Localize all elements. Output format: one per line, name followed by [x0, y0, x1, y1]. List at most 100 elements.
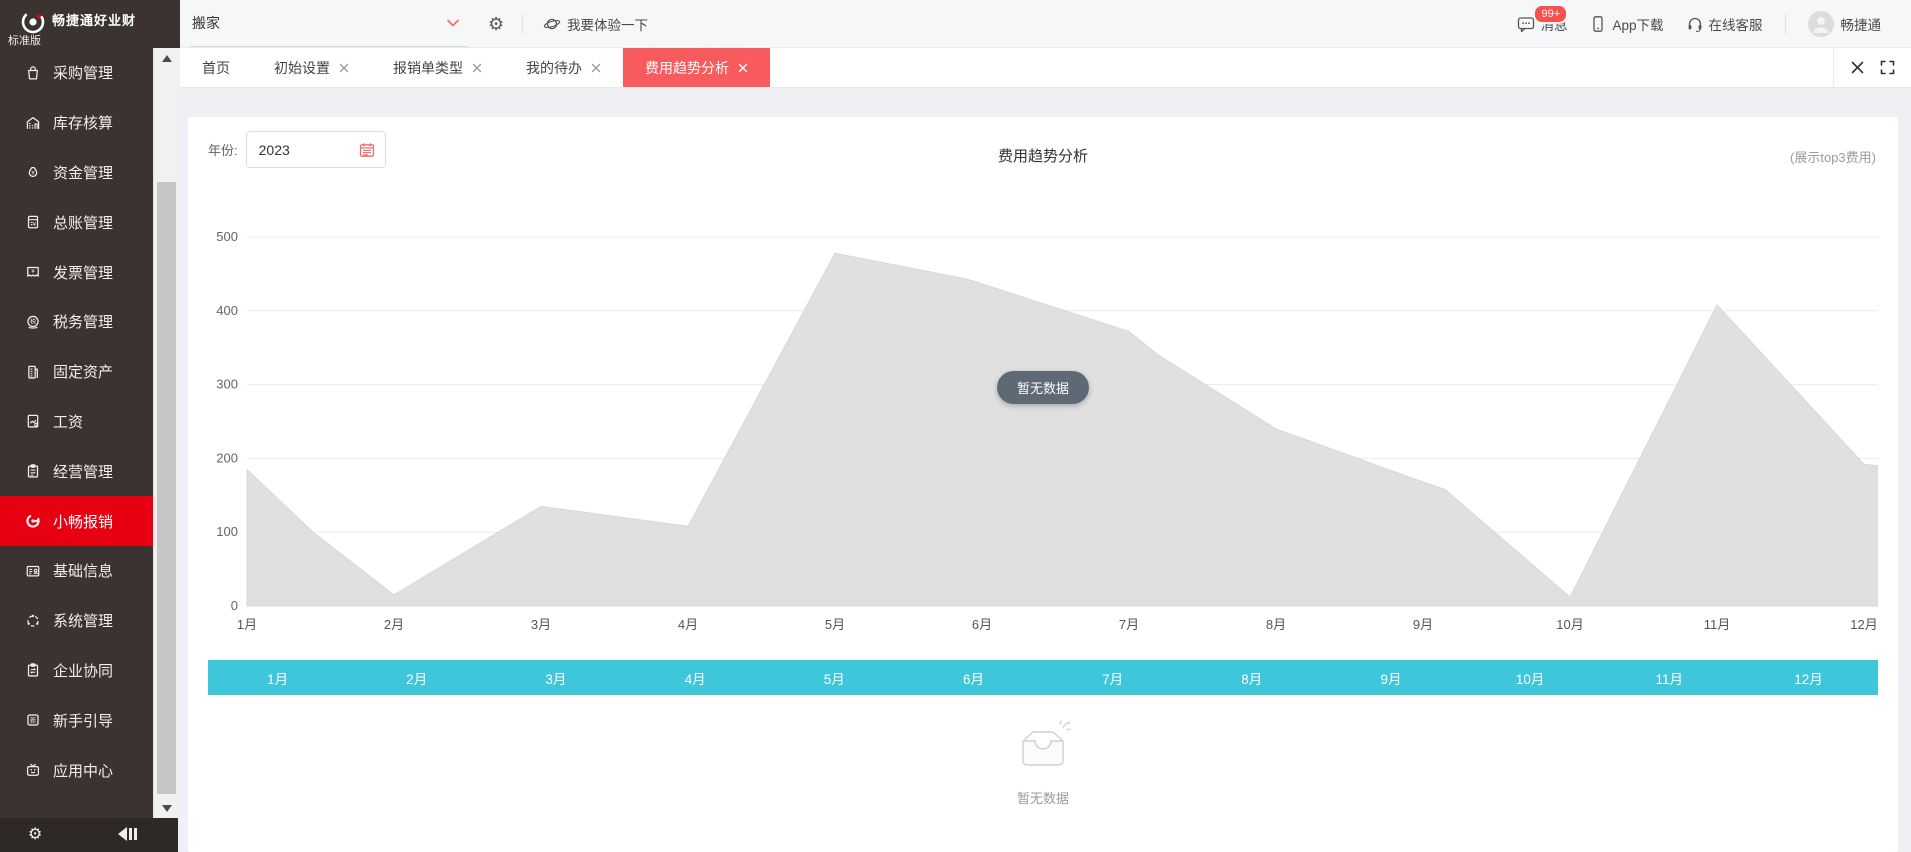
calendar-icon[interactable]	[359, 142, 375, 158]
tab-home[interactable]: 首页	[180, 48, 252, 87]
tab-label: 报销单类型	[393, 59, 463, 76]
sidebar-item-operations[interactable]: 经营管理	[0, 446, 153, 496]
fullscreen-icon[interactable]	[1880, 60, 1895, 75]
sidebar-item-salary[interactable]: 工资	[0, 397, 153, 447]
sidebar-item-system[interactable]: 系统管理	[0, 596, 153, 646]
tab-bar: 首页 初始设置 报销单类型 我的待办 费用趋势分析	[180, 48, 1911, 88]
brand-logo-icon	[18, 7, 48, 37]
expense-trend-chart: 0 100 200 300 400 500 1月 2月 3月 4月 5月 6月 7月 8月 9月 10月 11月…	[208, 205, 1878, 655]
tax-seal-icon: 税	[24, 313, 42, 331]
month-header-cell: 10月	[1460, 660, 1600, 695]
messages-badge: 99+	[1533, 3, 1569, 24]
app-download-button[interactable]: App下载	[1589, 14, 1664, 34]
messages-button[interactable]: 消息 99+	[1517, 3, 1569, 34]
svg-text:10月: 10月	[1556, 617, 1583, 632]
month-header-cell: 5月	[764, 660, 904, 695]
experience-button[interactable]: 我要体验一下	[543, 0, 648, 47]
empty-state: 暂无数据	[188, 715, 1898, 807]
footer-gear-icon[interactable]: ⚙	[28, 826, 43, 843]
svg-text:300: 300	[216, 377, 238, 392]
sidebar-item-label: 固定资产	[53, 364, 114, 382]
sidebar: 采购管理 库存核算 ¥ 资金管理 ¥ 总账管理 ¥ 发票管理税 税务管理 固定资产 工资 经营管理 小畅…	[0, 48, 178, 852]
sidebar-item-inventory[interactable]: 库存核算	[0, 98, 153, 148]
month-header-cell: 8月	[1182, 660, 1322, 695]
svg-text:税: 税	[30, 317, 36, 325]
svg-text:500: 500	[216, 229, 238, 244]
svg-text:8月: 8月	[1266, 617, 1286, 632]
close-all-tabs-icon[interactable]	[1850, 60, 1865, 75]
phone-icon	[1589, 15, 1607, 33]
tab-expense-form-type[interactable]: 报销单类型	[371, 48, 504, 87]
tab-close-icon[interactable]	[591, 63, 601, 73]
year-input[interactable]: 2023	[245, 131, 386, 168]
user-menu[interactable]: 畅捷通	[1807, 10, 1882, 37]
sidebar-item-label: 系统管理	[53, 613, 114, 631]
svg-text:7月: 7月	[1119, 617, 1139, 632]
sidebar-item-label: 总账管理	[53, 214, 114, 232]
area-chart-svg: 0 100 200 300 400 500 1月 2月 3月 4月 5月 6月 7月 8月 9月 10月 11月…	[216, 229, 1878, 632]
svg-text:4月: 4月	[678, 617, 698, 632]
workspace-select[interactable]: 搬家	[190, 0, 468, 47]
tab-close-icon[interactable]	[472, 63, 482, 73]
scrollbar-up-arrow[interactable]	[154, 50, 179, 66]
planet-icon	[543, 15, 561, 33]
month-header-cell: 2月	[347, 660, 487, 695]
month-header-cell: 9月	[1321, 660, 1461, 695]
sidebar-footer: ⚙	[0, 818, 178, 852]
month-header-cell: 3月	[486, 660, 626, 695]
sidebar-item-label: 新手引导	[53, 712, 114, 730]
sidebar-item-tax[interactable]: 税 税务管理	[0, 297, 153, 347]
building-icon	[24, 363, 42, 381]
svg-text:100: 100	[216, 524, 238, 539]
username: 畅捷通	[1840, 17, 1882, 33]
workspace-select-value: 搬家	[192, 15, 220, 31]
svg-text:1月: 1月	[237, 617, 257, 632]
headset-icon	[1686, 15, 1704, 33]
sync-circle-icon	[24, 612, 42, 630]
tab-my-todo[interactable]: 我的待办	[504, 48, 623, 87]
tab-close-icon[interactable]	[339, 63, 349, 73]
sidebar-item-funds[interactable]: ¥ 资金管理	[0, 148, 153, 198]
svg-text:¥: ¥	[33, 222, 37, 228]
sidebar-item-basic-info[interactable]: 基础信息	[0, 546, 153, 596]
brand-name: 畅捷通好业财	[52, 13, 137, 28]
sidebar-item-label: 经营管理	[53, 463, 114, 481]
open-tabs: 首页 初始设置 报销单类型 我的待办 费用趋势分析	[180, 48, 1833, 87]
sidebar-item-xiaochang-expense[interactable]: 小畅报销	[0, 496, 153, 546]
clipboard-arrows-icon	[24, 661, 42, 679]
year-value: 2023	[258, 141, 290, 158]
collapse-sidebar-icon[interactable]	[118, 827, 137, 841]
scrollbar-thumb[interactable]	[157, 182, 176, 794]
tab-initial-settings[interactable]: 初始设置	[252, 48, 371, 87]
svg-text:0: 0	[231, 598, 238, 613]
sidebar-item-app-center[interactable]: 应用中心	[0, 745, 153, 795]
sidebar-scrollbar[interactable]	[153, 48, 178, 818]
sidebar-item-general-ledger[interactable]: ¥ 总账管理	[0, 197, 153, 247]
tab-expense-trend-analysis[interactable]: 费用趋势分析	[623, 48, 770, 87]
sidebar-item-label: 资金管理	[53, 164, 114, 182]
online-service-button[interactable]: 在线客服	[1686, 14, 1763, 34]
sidebar-item-invoice[interactable]: ¥ 发票管理	[0, 247, 153, 297]
id-card-icon	[24, 562, 42, 580]
sidebar-item-purchase[interactable]: 采购管理	[0, 48, 153, 98]
invoice-icon: ¥	[24, 263, 42, 281]
sidebar-item-label: 库存核算	[53, 115, 114, 133]
app-logo: 畅捷通好业财 标准版	[0, 0, 180, 48]
svg-text:400: 400	[216, 303, 238, 318]
month-header-cell: 1月	[208, 660, 348, 695]
header-right-cluster: 消息 99+ App下载 在线客服	[1517, 0, 1881, 47]
chart-title: 费用趋势分析	[997, 148, 1088, 165]
salary-doc-icon	[24, 412, 42, 430]
months-header-bar: 1月 2月 3月 4月 5月 6月 7月 8月 9月 10月 11月 12月	[208, 660, 1879, 695]
scrollbar-down-arrow[interactable]	[154, 800, 179, 816]
tab-label: 我的待办	[526, 59, 582, 76]
tab-close-icon[interactable]	[738, 63, 748, 73]
sidebar-item-label: 企业协同	[53, 662, 114, 680]
sidebar-item-fixed-assets[interactable]: 固定资产	[0, 347, 153, 397]
settings-gear-icon[interactable]: ⚙	[488, 14, 505, 34]
empty-state-label: 暂无数据	[1016, 791, 1069, 806]
svg-text:2月: 2月	[384, 617, 404, 632]
sidebar-item-label: 小畅报销	[53, 513, 114, 531]
sidebar-item-newbie-guide[interactable]: 新 新手引导	[0, 695, 153, 745]
sidebar-item-enterprise-collab[interactable]: 企业协同	[0, 646, 153, 696]
